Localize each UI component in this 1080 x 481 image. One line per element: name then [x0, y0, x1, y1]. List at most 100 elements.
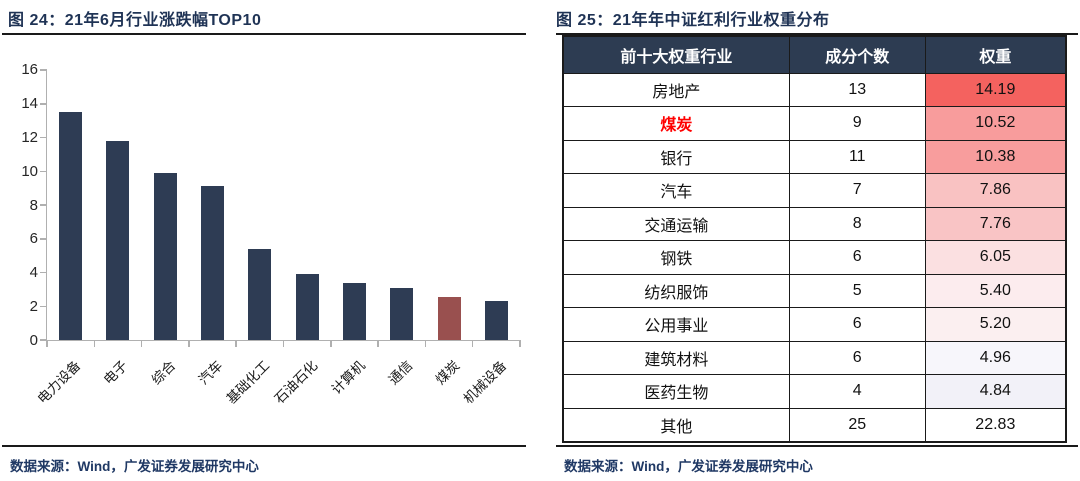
x-tick — [377, 340, 379, 347]
y-tick — [40, 271, 47, 274]
y-tick-label: 8 — [29, 196, 38, 214]
figure25-title-rule — [556, 33, 1078, 35]
bar — [59, 112, 83, 340]
table-header-cell: 权重 — [924, 35, 1067, 74]
count-cell: 4 — [788, 374, 926, 409]
bar — [106, 140, 130, 340]
y-tick-label: 0 — [29, 332, 38, 349]
bar — [153, 172, 177, 340]
count-cell: 25 — [788, 407, 926, 442]
figure25-source-note: 数据来源：Wind，广发证券发展研究中心 — [556, 445, 1078, 481]
count-cell: 9 — [788, 106, 926, 141]
count-cell: 5 — [788, 273, 926, 308]
bar-slot — [283, 70, 330, 340]
bar-slot — [47, 70, 94, 340]
weight-cell: 10.52 — [924, 106, 1067, 141]
y-tick-label: 16 — [21, 61, 38, 78]
weight-cell: 22.83 — [924, 407, 1067, 442]
x-tick — [330, 340, 332, 347]
table-row: 汽车 7 7.86 — [562, 173, 1067, 208]
x-tick — [519, 340, 521, 347]
count-cell: 11 — [788, 139, 926, 174]
table-row: 钢铁 6 6.05 — [562, 240, 1067, 275]
figure24-title: 图 24：21年6月行业涨跌幅TOP10 — [8, 12, 262, 29]
table-row: 银行 11 10.38 — [562, 139, 1067, 174]
x-tick-label: 电力设备 — [34, 357, 84, 407]
industry-cell: 交通运输 — [562, 206, 790, 241]
bar-slot — [94, 70, 141, 340]
y-tick-label: 14 — [21, 94, 38, 112]
count-cell: 13 — [788, 72, 926, 107]
bar-slot — [236, 70, 283, 340]
industry-cell: 医药生物 — [562, 374, 790, 409]
y-tick — [40, 204, 47, 206]
bar-highlighted — [437, 296, 461, 340]
industry-cell: 银行 — [562, 139, 790, 174]
bar-slot — [189, 70, 236, 340]
x-tick-label: 汽车 — [195, 357, 226, 388]
count-cell: 6 — [788, 240, 926, 275]
table-header-row: 前十大权重行业 成分个数 权重 — [562, 35, 1067, 74]
industry-weights-table: 前十大权重行业 成分个数 权重 房地产 13 14.19 煤炭 9 10.52 银行 11 10.3… — [562, 35, 1067, 443]
x-tick-label: 计算机 — [328, 357, 368, 398]
count-cell: 6 — [788, 307, 926, 342]
bar — [295, 274, 319, 340]
bar — [201, 186, 225, 340]
table-row: 房地产 13 14.19 — [562, 72, 1067, 107]
x-tick-label: 煤炭 — [432, 357, 463, 388]
count-cell: 6 — [788, 340, 926, 375]
x-tick — [471, 340, 474, 347]
table-row: 建筑材料 6 4.96 — [562, 340, 1067, 375]
weight-cell: 5.40 — [924, 273, 1067, 308]
industry-cell: 汽车 — [562, 173, 790, 208]
x-tick-label: 石油石化 — [271, 357, 321, 407]
y-tick — [40, 238, 47, 240]
figure24-panel: 图 24：21年6月行业涨跌幅TOP10 0 2 4 6 8 10 12 14 16 电力设备电… — [0, 12, 526, 481]
bar-slot — [425, 70, 472, 340]
weight-cell: 4.96 — [924, 340, 1067, 375]
y-tick — [40, 136, 47, 139]
weight-cell: 10.38 — [924, 139, 1067, 174]
table-row: 煤炭 9 10.52 — [562, 106, 1067, 141]
industry-cell: 建筑材料 — [562, 340, 790, 375]
weight-cell: 7.76 — [924, 206, 1067, 241]
figure25-panel: 图 25：21年年中证红利行业权重分布 前十大权重行业 成分个数 权重 房地产 13 1… — [540, 0, 1080, 481]
industry-change-bar-chart: 0 2 4 6 8 10 12 14 16 电力设备 电子 综合 汽车 基础化工 石油石化 计算机 通信 煤炭机… — [0, 38, 526, 436]
table-header-cell: 前十大权重行业 — [562, 35, 790, 74]
y-tick-label: 6 — [29, 230, 38, 248]
y-tick — [40, 339, 47, 341]
table-header-cell: 成分个数 — [788, 35, 926, 74]
y-tick-label: 12 — [21, 128, 38, 146]
table-row: 医药生物 4 4.84 — [562, 374, 1067, 409]
industry-cell: 纺织服饰 — [562, 273, 790, 308]
weight-cell: 4.84 — [924, 374, 1067, 409]
figure24-title-rule — [2, 33, 526, 35]
y-tick-label: 2 — [29, 298, 38, 316]
industry-cell: 煤炭 — [562, 106, 790, 141]
y-tick — [40, 170, 47, 172]
figure24-source-note: 数据来源：Wind，广发证券发展研究中心 — [2, 445, 526, 481]
y-tick-label: 10 — [21, 162, 38, 180]
x-tick — [188, 340, 190, 347]
count-cell: 8 — [788, 206, 926, 241]
x-tick — [140, 340, 143, 347]
table-row: 交通运输 8 7.76 — [562, 206, 1067, 241]
x-tick-label: 基础化工 — [223, 357, 273, 407]
y-tick — [40, 305, 47, 307]
industry-cell: 房地产 — [562, 72, 790, 107]
table-row: 公用事业 6 5.20 — [562, 307, 1067, 342]
y-tick — [40, 69, 47, 71]
bar-slot — [473, 70, 520, 340]
weight-cell: 6.05 — [924, 240, 1067, 275]
x-tick — [424, 340, 427, 347]
plot-area — [40, 69, 521, 347]
industry-cell: 其他 — [562, 407, 790, 442]
table-row: 其他 25 22.83 — [562, 407, 1067, 442]
industry-cell: 钢铁 — [562, 240, 790, 275]
bar — [484, 301, 508, 340]
industry-cell: 公用事业 — [562, 307, 790, 342]
x-tick-label: 综合 — [148, 357, 178, 388]
x-tick — [282, 340, 285, 347]
x-tick — [235, 340, 237, 347]
